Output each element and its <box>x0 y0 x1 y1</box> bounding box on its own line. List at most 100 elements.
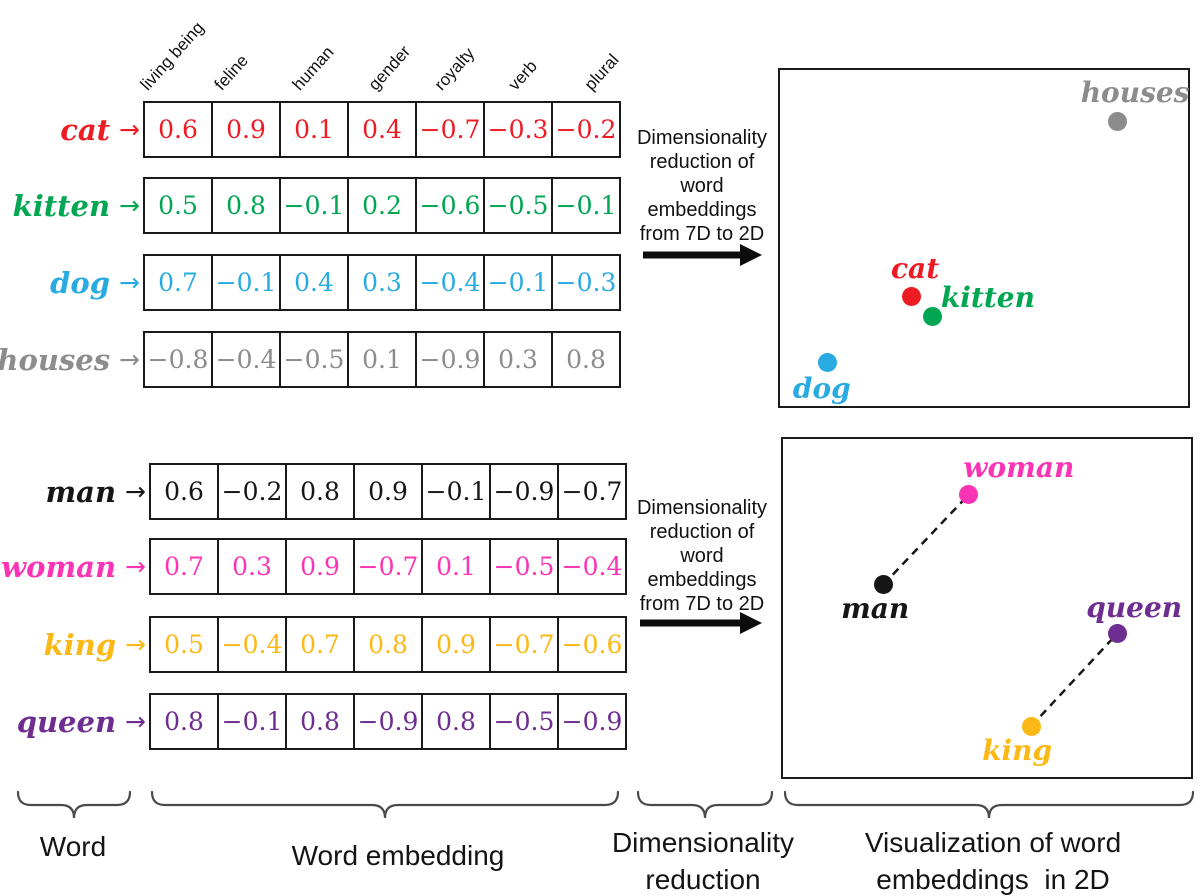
cell-value: 0.8 <box>164 707 204 736</box>
right-arrow-icon: → <box>125 707 146 736</box>
embedding-cell: 0.7 <box>143 254 213 311</box>
cell-value: −0.1 <box>215 268 277 297</box>
cell-value: 0.8 <box>226 191 266 220</box>
embedding-cell: −0.7 <box>557 463 627 520</box>
cell-value: −0.8 <box>147 345 209 374</box>
cell-value: −0.5 <box>283 345 345 374</box>
cell-value: −0.3 <box>487 115 549 144</box>
right-arrow-icon: → <box>119 115 140 144</box>
embedding-cell: −0.1 <box>551 177 621 234</box>
text-line: word <box>680 175 724 197</box>
embedding-point-king <box>1021 716 1041 736</box>
word-text: queen <box>16 704 117 739</box>
reduction-arrow-icon <box>643 244 762 266</box>
brace-section-2 <box>636 790 774 819</box>
embedding-cell: 0.4 <box>279 254 349 311</box>
cell-value: 0.1 <box>436 552 476 581</box>
right-arrow-icon: → <box>119 345 140 374</box>
cell-value: −0.5 <box>487 191 549 220</box>
cell-value: −0.1 <box>221 707 283 736</box>
reduction-arrow-icon <box>640 612 762 634</box>
cell-value: −0.3 <box>555 268 617 297</box>
embedding-cell: 0.5 <box>149 616 219 673</box>
point-label-woman: woman <box>963 451 1075 485</box>
point-label-queen: queen <box>1086 590 1183 624</box>
section-label: reduction <box>645 864 761 895</box>
embedding-cell: −0.1 <box>421 463 491 520</box>
cell-value: −0.9 <box>493 477 555 506</box>
cell-value: 0.7 <box>158 268 198 297</box>
embedding-cell: −0.7 <box>489 616 559 673</box>
text-line: embeddings <box>647 199 757 221</box>
cell-value: 0.8 <box>300 707 340 736</box>
cell-value: 0.9 <box>226 115 266 144</box>
embedding-cell: 0.8 <box>211 177 281 234</box>
cell-value: 0.6 <box>164 477 204 506</box>
row-word-label-woman: woman → <box>0 538 146 595</box>
embedding-cell: 0.7 <box>149 538 219 595</box>
text-line: reduction of <box>649 521 755 543</box>
section-label: Visualization of word <box>864 827 1122 858</box>
brace-section-1 <box>150 790 620 819</box>
row-word-label-cat: cat → <box>0 101 140 158</box>
text-line: Dimensionality <box>636 127 768 149</box>
word-text: king <box>43 627 117 662</box>
embedding-cell: 0.8 <box>551 331 621 388</box>
right-arrow-icon: → <box>125 552 146 581</box>
right-arrow-icon: → <box>125 630 146 659</box>
point-label-man: man <box>841 591 910 625</box>
word-text: man <box>45 474 117 509</box>
cell-value: −0.1 <box>425 477 487 506</box>
cell-value: −0.1 <box>555 191 617 220</box>
cell-value: 0.1 <box>362 345 402 374</box>
brace-section-3 <box>783 790 1195 819</box>
embedding-cell: −0.4 <box>217 616 287 673</box>
embedding-cell: −0.1 <box>279 177 349 234</box>
cell-value: 0.7 <box>164 552 204 581</box>
cell-value: −0.7 <box>561 477 623 506</box>
cell-value: 0.3 <box>498 345 538 374</box>
embedding-point-queen <box>1107 624 1127 644</box>
cell-value: 0.1 <box>294 115 334 144</box>
row-word-label-dog: dog → <box>0 254 140 311</box>
embedding-cell: 0.7 <box>285 616 355 673</box>
embedding-cell: −0.7 <box>353 538 423 595</box>
embedding-cell: 0.8 <box>421 693 491 750</box>
section-label: Dimensionality <box>611 827 795 858</box>
embedding-cell: −0.9 <box>489 463 559 520</box>
text-line: Dimensionality <box>636 497 768 519</box>
embedding-cell: 0.1 <box>421 538 491 595</box>
embedding-cell: −0.4 <box>415 254 485 311</box>
cell-value: −0.1 <box>487 268 549 297</box>
embedding-cell: 0.8 <box>285 693 355 750</box>
cell-value: 0.3 <box>232 552 272 581</box>
embedding-point-woman <box>959 484 979 504</box>
row-word-label-queen: queen → <box>0 693 146 750</box>
embedding-cell: 0.9 <box>211 101 281 158</box>
dimensionality-reduction-text: Dimensionality reduction of word embeddings… <box>627 496 777 616</box>
embedding-cell: −0.1 <box>211 254 281 311</box>
cell-value: −0.9 <box>419 345 481 374</box>
embedding-cell: −0.1 <box>217 693 287 750</box>
embedding-cell: −0.5 <box>489 538 559 595</box>
embedding-cell: −0.9 <box>353 693 423 750</box>
embedding-cell: −0.8 <box>143 331 213 388</box>
embedding-cell: −0.1 <box>483 254 553 311</box>
embedding-cell: −0.4 <box>211 331 281 388</box>
word-text: kitten <box>12 188 111 223</box>
cell-value: −0.4 <box>215 345 277 374</box>
cell-value: 0.6 <box>158 115 198 144</box>
embedding-point-man <box>873 575 893 595</box>
word-text: woman <box>1 549 117 584</box>
cell-value: 0.5 <box>158 191 198 220</box>
text-line: from 7D to 2D <box>639 593 765 615</box>
cell-value: 0.5 <box>164 630 204 659</box>
row-word-label-houses: houses → <box>0 331 140 388</box>
text-line: from 7D to 2D <box>639 223 765 245</box>
right-arrow-icon: → <box>119 191 140 220</box>
embedding-point-kitten <box>923 307 943 327</box>
cell-value: −0.7 <box>419 115 481 144</box>
